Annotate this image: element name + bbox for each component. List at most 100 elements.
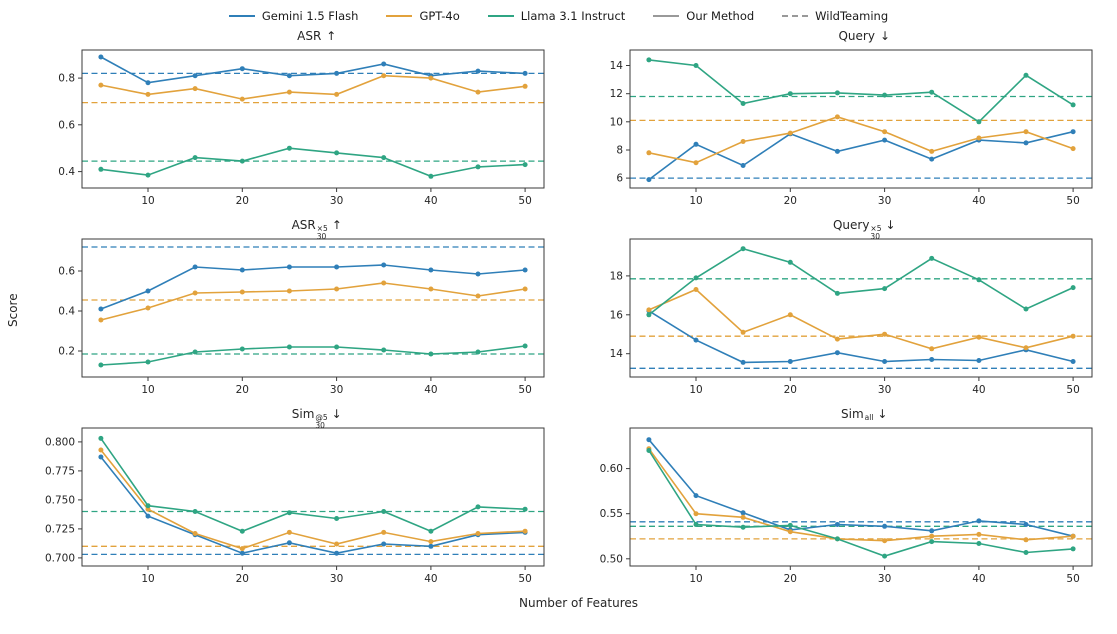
title-base: Query <box>838 29 875 43</box>
svg-text:0.800: 0.800 <box>45 436 75 448</box>
title-base: Sim <box>841 407 864 421</box>
plot-canvas-asr: 10 20 30 40 50 0.4 0.6 0.8 <box>58 49 545 207</box>
legend-item-gemini: Gemini 1.5 Flash <box>228 9 359 23</box>
svg-text:0.60: 0.60 <box>599 463 622 475</box>
svg-text:30: 30 <box>330 573 343 585</box>
plot-title-query-x5: Query ×5 30 ↓ <box>574 217 1110 241</box>
legend-label-gemini: Gemini 1.5 Flash <box>261 9 359 23</box>
subplot-query-x5: Query ×5 30 ↓ 10 20 30 40 50 14 16 18 <box>574 217 1110 403</box>
plot-canvas-query-x5: 10 20 30 40 50 14 16 18 <box>609 238 1092 396</box>
legend-line-llama-icon <box>487 15 514 17</box>
title-base: Query <box>832 218 870 232</box>
svg-text:40: 40 <box>424 384 437 396</box>
legend-label-wildteaming: WildTeaming <box>815 9 889 23</box>
title-sup: @5 <box>315 413 328 422</box>
plots-wrap: Score ASR ↑ 10 20 30 40 50 0.4 0.6 0.8 Query ↓ 10… <box>0 28 1117 592</box>
legend-line-gpt4o-icon <box>386 15 413 17</box>
title-sub: 30 <box>870 232 880 242</box>
svg-text:50: 50 <box>1066 573 1079 585</box>
legend-item-gpt4o: GPT-4o <box>386 9 460 23</box>
svg-text:20: 20 <box>783 384 796 396</box>
legend-line-wildteaming-icon <box>782 15 809 17</box>
svg-text:50: 50 <box>1066 384 1079 396</box>
svg-text:0.4: 0.4 <box>58 306 75 318</box>
legend-item-our-method: Our Method <box>653 9 754 23</box>
subplot-asr: ASR ↑ 10 20 30 40 50 0.4 0.6 0.8 <box>26 28 562 214</box>
legend-line-our-method-icon <box>653 15 680 17</box>
down-arrow-icon: ↓ <box>885 218 896 232</box>
svg-text:16: 16 <box>609 309 623 321</box>
svg-text:0.775: 0.775 <box>45 465 75 477</box>
svg-text:10: 10 <box>689 573 702 585</box>
svg-text:0.750: 0.750 <box>45 494 75 506</box>
title-base: ASR <box>291 218 316 232</box>
svg-text:10: 10 <box>141 384 154 396</box>
subplot-asr-x5: ASR ×5 30 ↑ 10 20 30 40 50 0.2 0.4 0.6 <box>26 217 562 403</box>
svg-text:10: 10 <box>609 116 622 128</box>
svg-text:0.6: 0.6 <box>58 119 75 131</box>
plot-canvas-asr-x5: 10 20 30 40 50 0.2 0.4 0.6 <box>58 238 545 396</box>
svg-text:40: 40 <box>424 195 437 207</box>
svg-text:30: 30 <box>877 573 890 585</box>
title-base: ASR <box>297 29 322 43</box>
svg-text:0.4: 0.4 <box>58 166 75 178</box>
svg-text:14: 14 <box>609 348 623 360</box>
legend-label-llama: Llama 3.1 Instruct <box>520 9 626 23</box>
legend-item-llama: Llama 3.1 Instruct <box>487 9 626 23</box>
svg-text:14: 14 <box>609 60 623 72</box>
up-arrow-icon: ↑ <box>326 29 337 43</box>
plot-canvas-sim-all: 10 20 30 40 50 0.50 0.55 0.60 <box>599 427 1092 585</box>
svg-text:30: 30 <box>877 195 890 207</box>
svg-text:8: 8 <box>616 145 623 157</box>
svg-text:18: 18 <box>609 270 622 282</box>
plot-title-asr-x5: ASR ×5 30 ↑ <box>26 217 562 241</box>
x-axis-label: Number of Features <box>519 596 638 610</box>
svg-text:50: 50 <box>518 384 531 396</box>
svg-text:12: 12 <box>609 88 622 100</box>
svg-text:20: 20 <box>236 384 249 396</box>
plot-canvas-sim-at5: 10 20 30 40 50 0.700 0.725 0.750 0.775 0.800 <box>45 427 545 585</box>
subplot-query: Query ↓ 10 20 30 40 50 6 8 10 12 14 <box>574 28 1110 214</box>
plot-title-query: Query ↓ <box>574 28 1110 44</box>
legend-label-gpt4o: GPT-4o <box>419 9 460 23</box>
svg-text:10: 10 <box>141 573 154 585</box>
y-axis-label: Score <box>6 293 20 327</box>
svg-text:30: 30 <box>877 384 890 396</box>
legend-item-wildteaming: WildTeaming <box>782 9 888 23</box>
subplot-sim-at5: Sim @5 30 ↓ 10 20 30 40 50 0.700 0.725 0.750 0.775 0… <box>26 406 562 592</box>
svg-text:30: 30 <box>330 195 343 207</box>
svg-text:20: 20 <box>783 195 796 207</box>
svg-text:0.700: 0.700 <box>45 552 75 564</box>
down-arrow-icon: ↓ <box>877 407 888 421</box>
svg-text:20: 20 <box>236 195 249 207</box>
title-sup: ×5 <box>870 224 882 233</box>
up-arrow-icon: ↑ <box>331 218 342 232</box>
plot-title-sim-at5: Sim @5 30 ↓ <box>26 406 562 430</box>
plot-title-asr: ASR ↑ <box>26 28 562 44</box>
plots-grid: ASR ↑ 10 20 30 40 50 0.4 0.6 0.8 Query ↓ 10 20 30 40… <box>26 28 1117 592</box>
svg-text:0.2: 0.2 <box>58 346 75 358</box>
svg-text:50: 50 <box>1066 195 1079 207</box>
plot-title-sim-all: Sim all ↓ <box>574 406 1110 422</box>
svg-text:40: 40 <box>424 573 437 585</box>
svg-text:50: 50 <box>518 195 531 207</box>
svg-text:40: 40 <box>972 384 985 396</box>
svg-text:30: 30 <box>330 384 343 396</box>
svg-text:0.725: 0.725 <box>45 523 75 535</box>
svg-text:50: 50 <box>518 573 531 585</box>
svg-text:20: 20 <box>236 573 249 585</box>
svg-text:0.55: 0.55 <box>599 508 622 520</box>
svg-text:20: 20 <box>783 573 796 585</box>
svg-text:0.8: 0.8 <box>58 73 75 85</box>
legend: Gemini 1.5 Flash GPT-4o Llama 3.1 Instru… <box>0 4 1117 28</box>
svg-text:10: 10 <box>689 195 702 207</box>
title-sup: all <box>864 413 874 422</box>
subplot-sim-all: Sim all ↓ 10 20 30 40 50 0.50 0.55 0.60 <box>574 406 1110 592</box>
svg-text:10: 10 <box>141 195 154 207</box>
legend-label-our-method: Our Method <box>686 9 755 23</box>
svg-text:40: 40 <box>972 573 985 585</box>
title-sup: ×5 <box>316 224 328 233</box>
title-sub: 30 <box>316 232 327 242</box>
svg-text:0.6: 0.6 <box>58 266 75 278</box>
